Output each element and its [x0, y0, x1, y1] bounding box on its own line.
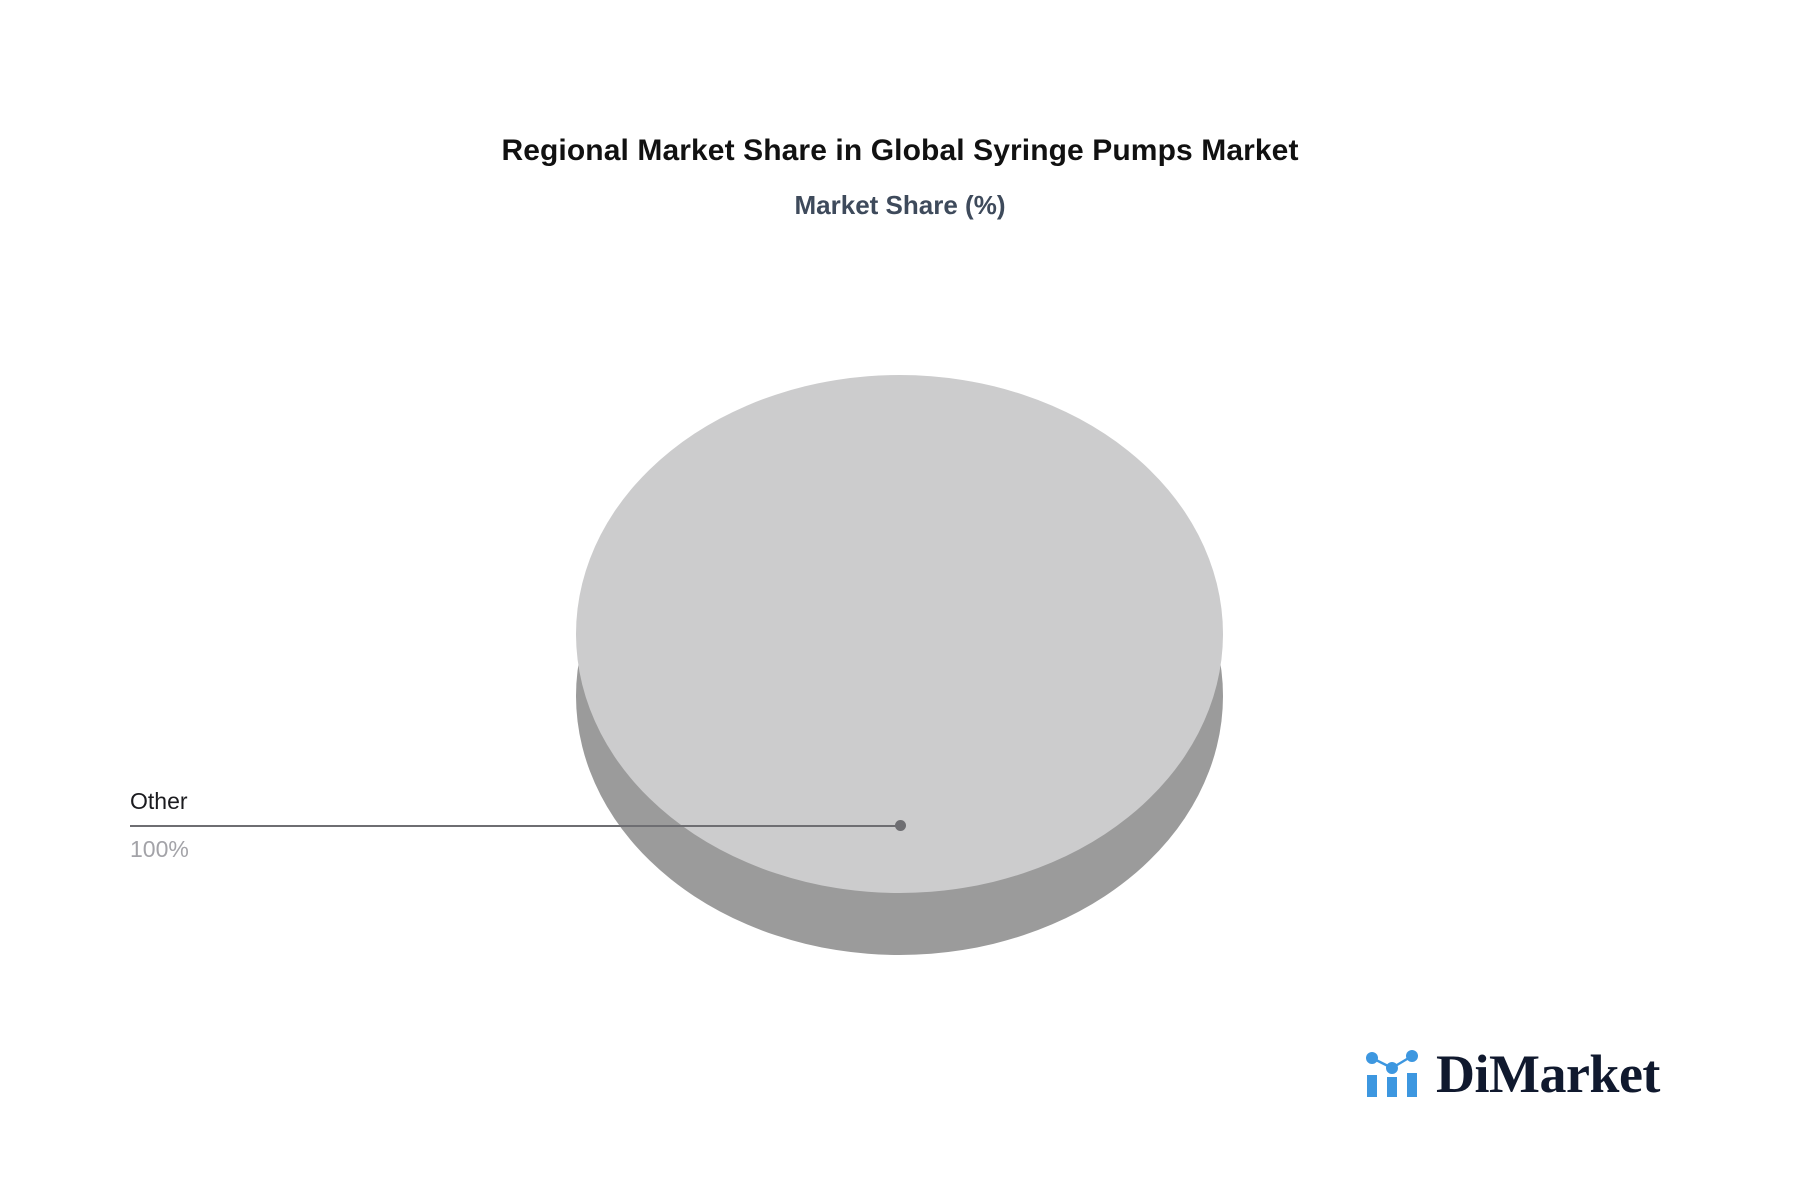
slice-value-other: 100% — [130, 836, 189, 862]
callout-anchor-dot — [895, 820, 906, 831]
chart-title-block: Regional Market Share in Global Syringe … — [0, 132, 1800, 222]
page-title: Regional Market Share in Global Syringe … — [501, 134, 1299, 167]
chart-subtitle: Market Share (%) — [794, 190, 1006, 220]
brand-name: DiMarket — [1436, 1044, 1660, 1104]
slice-label-other: Other — [130, 788, 188, 814]
bar-chart-line-icon — [1366, 1050, 1418, 1097]
brand-logo: DiMarket — [1362, 1038, 1660, 1110]
pie-slice-other-top[interactable] — [576, 375, 1223, 893]
pie-graphic — [576, 375, 1223, 955]
callout-leader-line — [130, 825, 900, 827]
